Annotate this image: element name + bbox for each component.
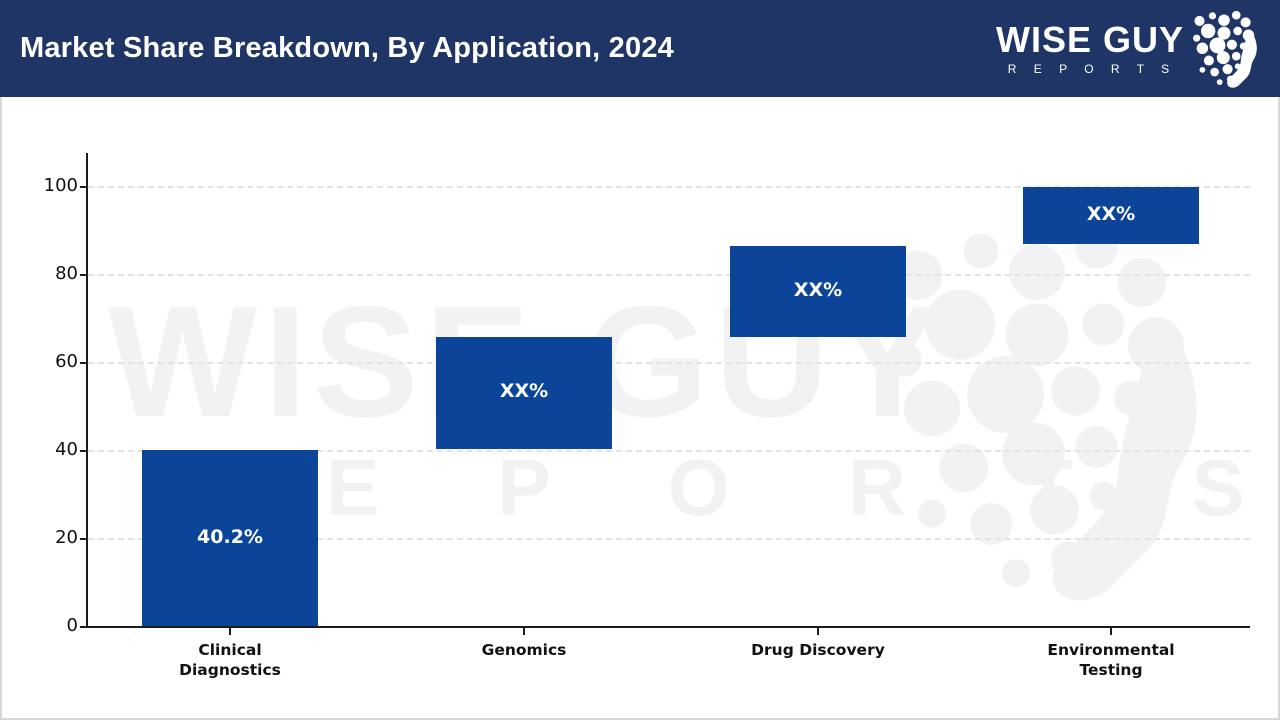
y-tick-label: 100 bbox=[43, 175, 78, 196]
y-tick-label: 0 bbox=[66, 615, 78, 636]
bar-value-label: XX% bbox=[499, 379, 549, 402]
grid-line bbox=[88, 186, 1250, 188]
x-tick bbox=[1110, 628, 1112, 635]
y-axis-line bbox=[86, 153, 88, 628]
grid-line bbox=[88, 538, 1250, 540]
bar bbox=[142, 450, 318, 627]
y-tick bbox=[80, 274, 88, 276]
x-tick bbox=[523, 628, 525, 635]
grid-line bbox=[88, 362, 1250, 364]
y-tick bbox=[80, 362, 88, 364]
wiseguy-logo-text: WISE GUY R E P O R T S bbox=[995, 18, 1184, 76]
y-tick bbox=[80, 186, 88, 188]
x-axis-line bbox=[86, 626, 1250, 628]
bar bbox=[436, 336, 612, 449]
wiseguy-head-logo-icon bbox=[1193, 10, 1257, 88]
x-category-label: Genomics bbox=[481, 641, 567, 659]
y-tick-label: 80 bbox=[55, 263, 78, 284]
grid-line bbox=[88, 274, 1250, 276]
y-tick bbox=[80, 626, 88, 628]
x-tick bbox=[817, 628, 819, 635]
x-category-label: Clinical Diagnostics bbox=[179, 641, 281, 679]
logo-wordmark: WISE GUY bbox=[995, 18, 1184, 60]
x-category-label: Environmental Testing bbox=[1047, 641, 1175, 679]
logo-subtitle: R E P O R T S bbox=[1007, 61, 1177, 76]
bar-value-label: 40.2% bbox=[197, 525, 263, 548]
y-tick bbox=[80, 538, 88, 540]
page-title: Market Share Breakdown, By Application, … bbox=[20, 32, 674, 64]
y-tick-label: 60 bbox=[55, 351, 78, 372]
x-tick bbox=[229, 628, 231, 635]
y-tick bbox=[80, 450, 88, 452]
y-tick-label: 20 bbox=[55, 527, 78, 548]
bar bbox=[1023, 187, 1199, 245]
x-category-label: Drug Discovery bbox=[751, 641, 885, 659]
grid-line bbox=[88, 450, 1250, 452]
header-bar: Market Share Breakdown, By Application, … bbox=[0, 0, 1280, 97]
y-tick-label: 40 bbox=[55, 439, 78, 460]
wiseguy-logo: WISE GUY R E P O R T S bbox=[996, 9, 1260, 89]
bar-value-label: XX% bbox=[793, 278, 843, 301]
bar-value-label: XX% bbox=[1086, 202, 1136, 225]
bar bbox=[730, 246, 906, 337]
